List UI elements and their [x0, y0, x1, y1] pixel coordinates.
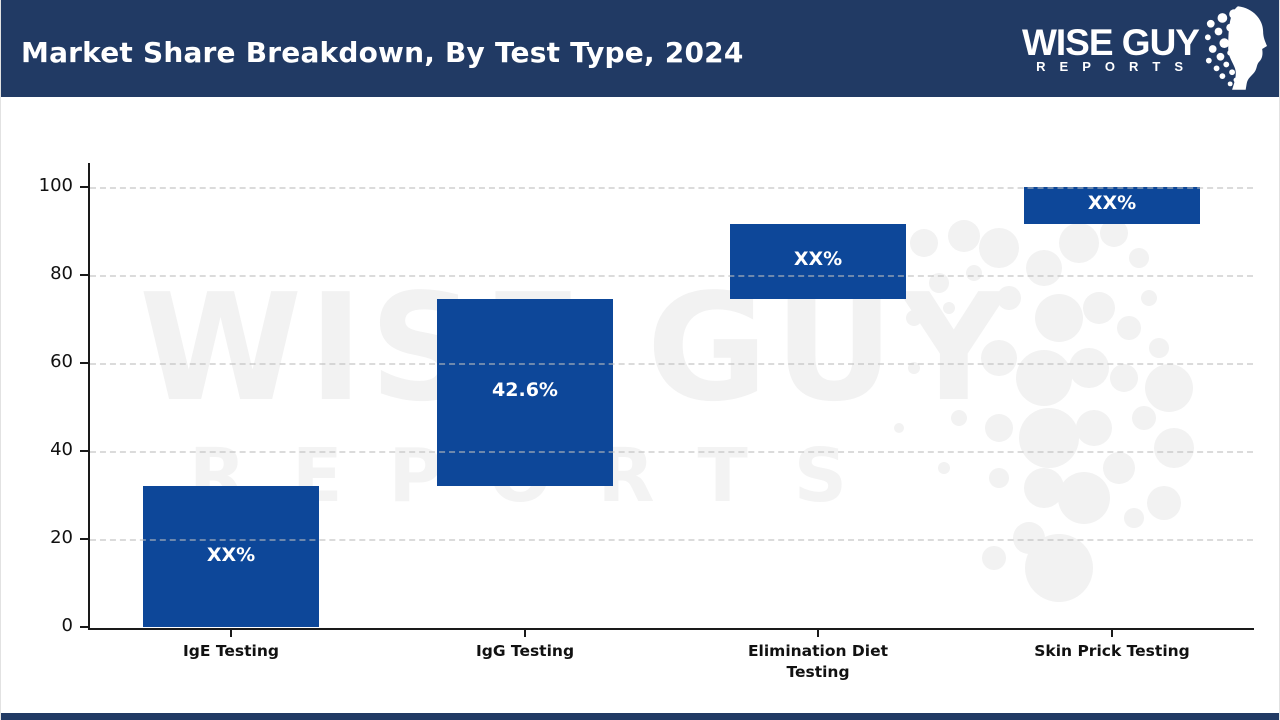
y-tick-label: 40 [50, 439, 73, 460]
x-category-label: Elimination Diet Testing [747, 642, 889, 681]
y-tick-mark [80, 450, 89, 452]
x-category-label: IgG Testing [475, 642, 575, 660]
y-gridline [90, 363, 1253, 365]
x-tick-mark [1111, 630, 1113, 637]
x-tick-mark [817, 630, 819, 637]
y-gridline [90, 451, 1253, 453]
y-tick-label: 60 [50, 351, 73, 372]
y-tick-label: 100 [38, 175, 73, 196]
logo-wordmark: WISE GUY [1021, 22, 1200, 63]
y-tick-mark [80, 362, 89, 364]
logo-face-icon [1204, 6, 1267, 90]
logo-subtitle: REPORTS [1036, 59, 1197, 74]
footer-banner [1, 713, 1279, 720]
bar-value-label: XX% [206, 543, 256, 566]
watermark-face-dots [894, 219, 1194, 602]
y-axis-spine [88, 163, 90, 630]
y-gridline [90, 275, 1253, 277]
bar-value-label: 42.6% [492, 379, 558, 402]
bar [1024, 187, 1200, 224]
bar-value-label: XX% [793, 248, 843, 271]
x-category-label: Skin Prick Testing [1034, 642, 1190, 660]
y-tick-mark [80, 538, 89, 540]
y-tick-label: 80 [50, 263, 73, 284]
y-gridline [90, 187, 1253, 189]
bar [730, 223, 906, 299]
x-tick-mark [524, 630, 526, 637]
x-category-label: IgE Testing [183, 642, 279, 660]
x-axis-spine [88, 628, 1254, 630]
y-tick-label: 0 [61, 615, 73, 636]
bar [143, 486, 319, 627]
bar [437, 298, 613, 487]
page-title: Market Share Breakdown, By Test Type, 20… [21, 36, 744, 69]
header-banner: Market Share Breakdown, By Test Type, 20… [1, 0, 1279, 97]
y-gridline [90, 539, 1253, 541]
y-tick-mark [80, 186, 89, 188]
bar-value-label: XX% [1087, 192, 1137, 215]
y-tick-label: 20 [50, 527, 73, 548]
y-tick-mark [80, 626, 89, 628]
y-tick-mark [80, 274, 89, 276]
x-tick-mark [230, 630, 232, 637]
wise-guy-reports-logo: WISE GUY REPORTS [1017, 0, 1267, 97]
